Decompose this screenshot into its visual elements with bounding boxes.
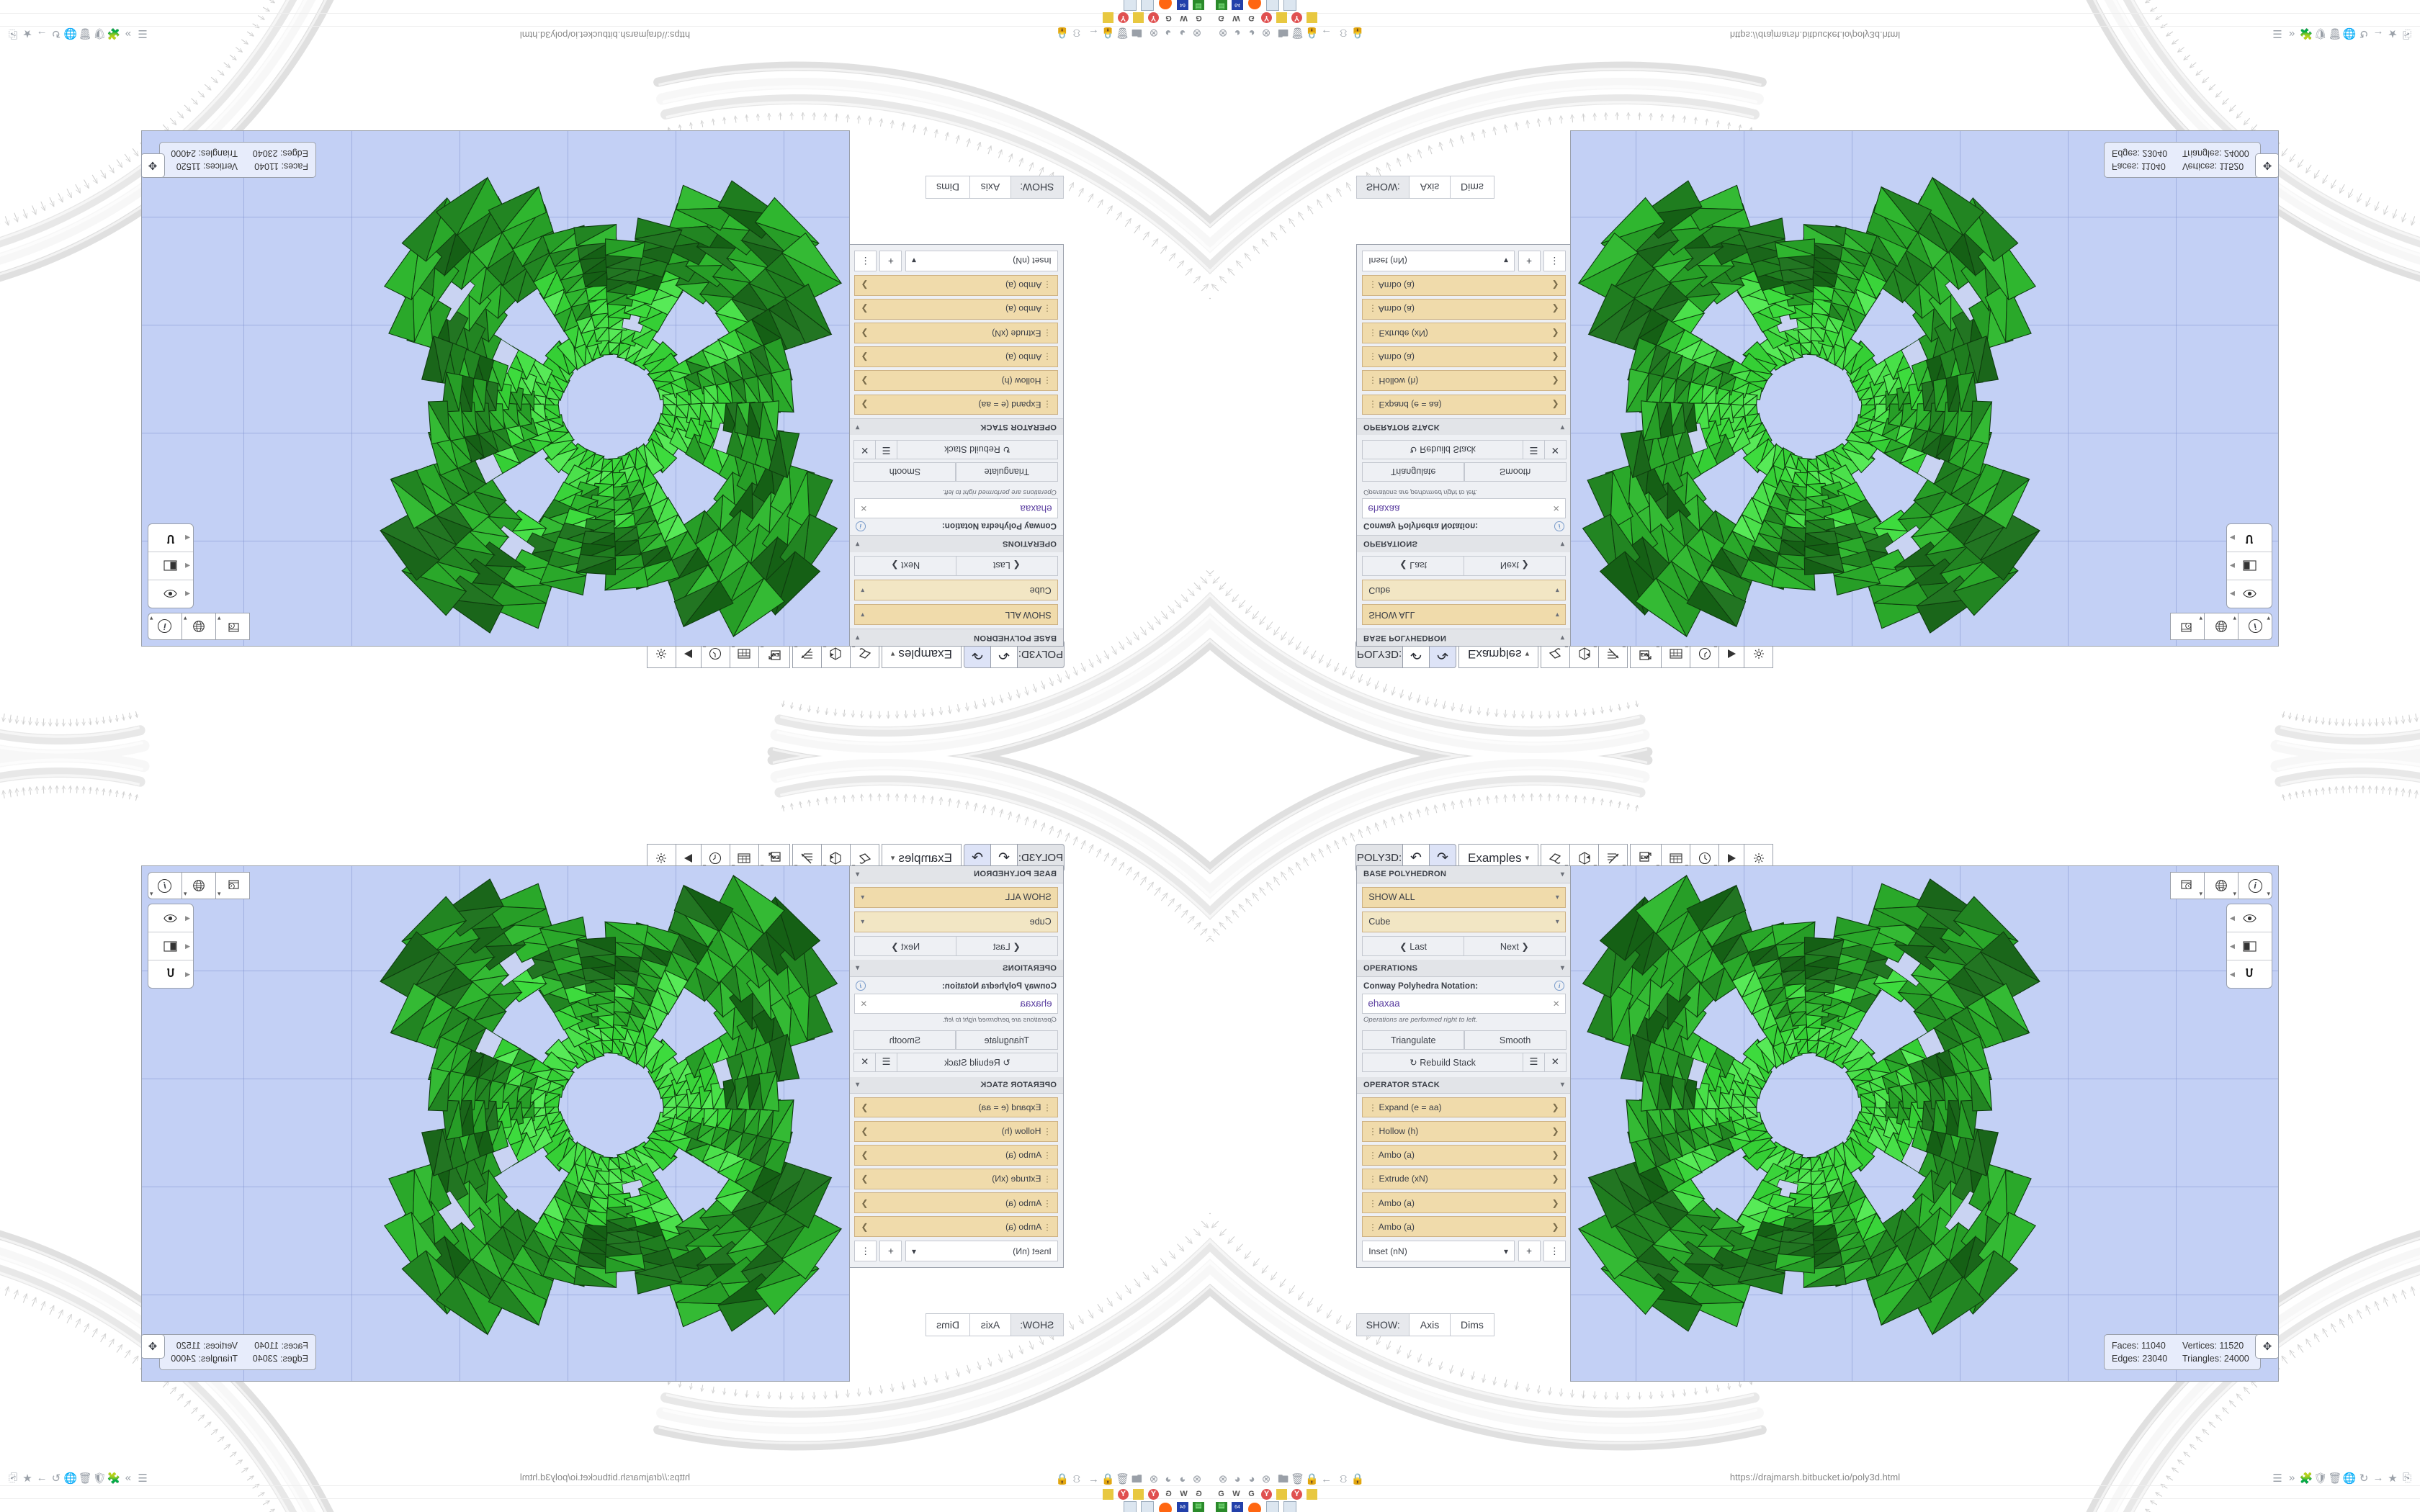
svg-text:EXP: EXP <box>1641 856 1649 860</box>
svg-text:EXP: EXP <box>771 856 779 860</box>
svg-text:EXP: EXP <box>1641 652 1649 657</box>
svg-text:EXP: EXP <box>771 652 779 657</box>
